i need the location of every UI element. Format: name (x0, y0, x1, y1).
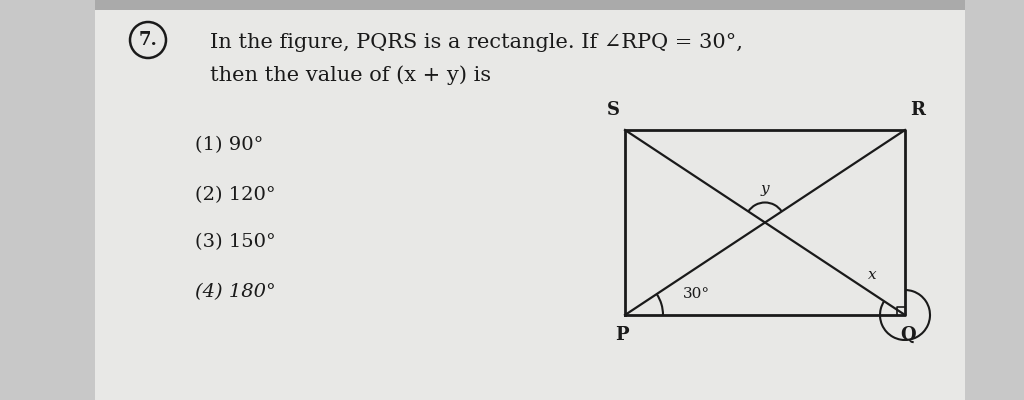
Text: In the figure, PQRS is a rectangle. If ∠RPQ = 30°,: In the figure, PQRS is a rectangle. If ∠… (210, 32, 742, 52)
Text: x: x (867, 268, 877, 282)
Text: (3) 150°: (3) 150° (195, 233, 275, 251)
Text: (1) 90°: (1) 90° (195, 136, 263, 154)
Text: Q: Q (900, 326, 916, 344)
FancyBboxPatch shape (95, 0, 965, 10)
FancyBboxPatch shape (965, 0, 1024, 400)
Text: (4) 180°: (4) 180° (195, 283, 275, 301)
Text: P: P (614, 326, 629, 344)
Text: S: S (606, 101, 620, 119)
Text: 30°: 30° (682, 287, 710, 301)
Text: then the value of (x + y) is: then the value of (x + y) is (210, 65, 492, 85)
Text: y: y (761, 182, 769, 196)
FancyBboxPatch shape (95, 0, 965, 400)
Text: 7.: 7. (138, 31, 158, 49)
Text: (2) 120°: (2) 120° (195, 186, 275, 204)
Text: R: R (910, 101, 926, 119)
